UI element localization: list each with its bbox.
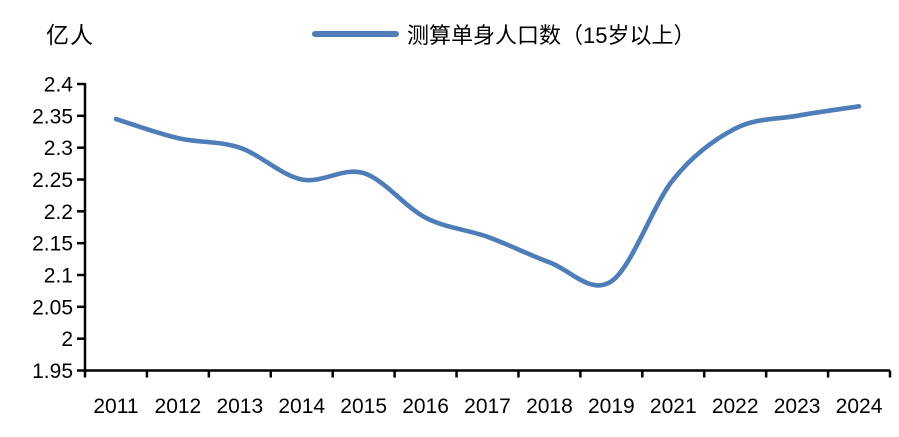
x-axis-tick-label: 2023 bbox=[774, 395, 821, 418]
x-axis-tick-label: 2011 bbox=[93, 395, 138, 418]
legend-line-marker-icon bbox=[312, 30, 399, 37]
y-axis-unit-label: 亿人 bbox=[46, 22, 94, 48]
x-axis-tick-label: 2013 bbox=[216, 395, 263, 418]
x-axis-tick-label: 2019 bbox=[588, 395, 635, 418]
y-axis-tick-label: 1.95 bbox=[32, 360, 73, 383]
y-axis-tick-label: 2.05 bbox=[32, 296, 73, 319]
y-axis-tick-label: 2.2 bbox=[44, 201, 73, 224]
y-axis-tick-label: 2.3 bbox=[44, 137, 73, 160]
y-axis-tick-label: 2.1 bbox=[44, 265, 73, 288]
x-axis-tick-label: 2014 bbox=[278, 395, 325, 418]
x-axis-tick-label: 2018 bbox=[526, 395, 573, 418]
x-axis-tick-label: 2022 bbox=[712, 395, 759, 418]
y-axis-tick-label: 2 bbox=[61, 328, 73, 351]
x-axis-tick-label: 2024 bbox=[836, 395, 883, 418]
x-axis-tick-label: 2017 bbox=[464, 395, 511, 418]
legend-series-label: 测算单身人口数（15岁以上） bbox=[407, 22, 696, 48]
axis-lines bbox=[83, 83, 890, 372]
x-axis-tick-label: 2015 bbox=[340, 395, 387, 418]
y-axis-tick-label: 2.15 bbox=[32, 233, 73, 256]
x-axis-tick-label: 2021 bbox=[650, 395, 697, 418]
data-series-line bbox=[113, 104, 862, 288]
chart-legend: 测算单身人口数（15岁以上） bbox=[312, 20, 696, 48]
x-axis-tick-label: 2012 bbox=[155, 395, 202, 418]
y-axis-tick-label: 2.4 bbox=[44, 74, 74, 97]
x-axis-tick-label: 2016 bbox=[402, 395, 449, 418]
y-axis-tick-label: 2.35 bbox=[32, 105, 73, 128]
y-axis-tick-label: 2.25 bbox=[32, 169, 73, 192]
